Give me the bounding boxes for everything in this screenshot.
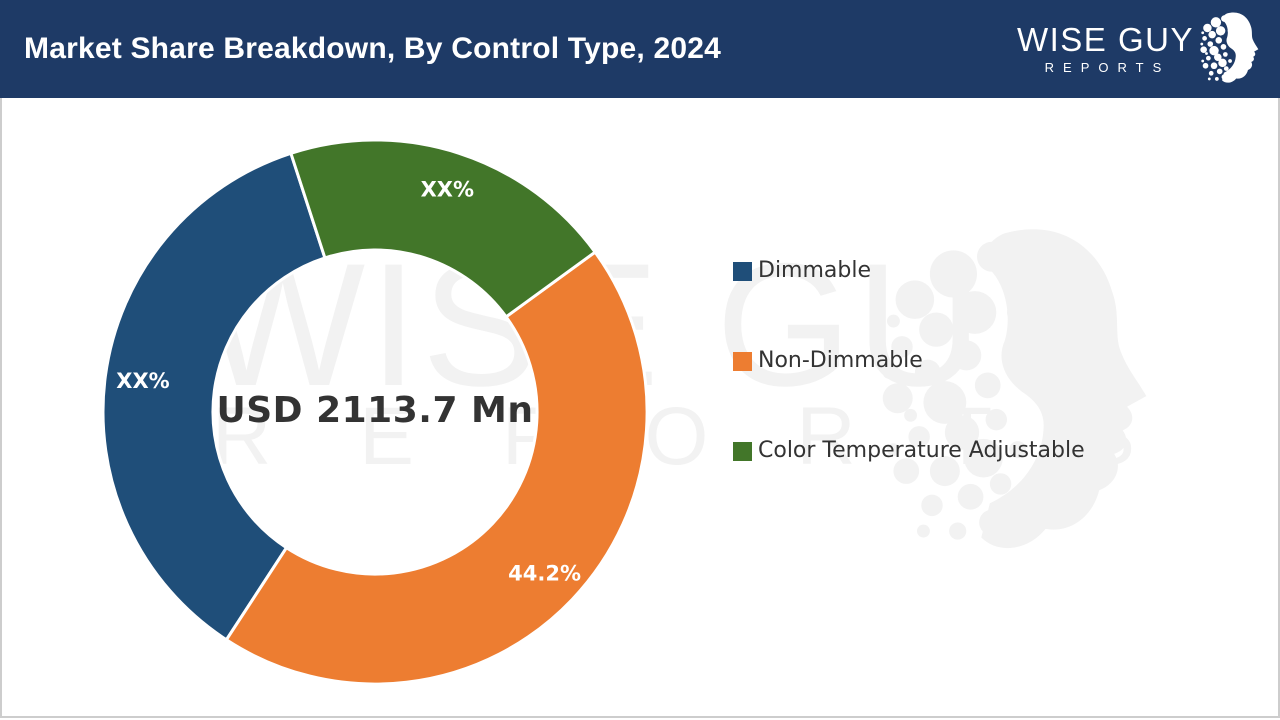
legend-label: Color Temperature Adjustable	[758, 438, 1085, 463]
pie-segment-dimmable	[101, 151, 327, 642]
legend-swatch	[733, 441, 752, 461]
pie-segment-non-dimmable	[224, 250, 649, 686]
legend-item-non-dimmable: Non-Dimmable	[733, 346, 1085, 376]
brand-name: WISE GUY	[1016, 21, 1194, 59]
brand-logo-text: WISE GUY REPORTS	[1017, 23, 1194, 75]
brand-subname: REPORTS	[1044, 59, 1171, 75]
brand-logo: WISE GUY REPORTS	[1017, 6, 1264, 92]
chart-legend: Dimmable Non-Dimmable Color Temperature …	[733, 256, 1085, 526]
brand-head-icon	[1200, 12, 1259, 83]
header-bar: Market Share Breakdown, By Control Type,…	[0, 0, 1280, 98]
page-title: Market Share Breakdown, By Control Type,…	[24, 32, 721, 65]
legend-item-color-temperature-adjustable: Color Temperature Adjustable	[733, 436, 1085, 466]
pie-segment-label-non-dimmable: 44.2%	[508, 561, 581, 585]
pie-segment-color-temperature-adjustable	[289, 138, 597, 319]
pie-segment-label-dimmable: XX%	[116, 369, 169, 393]
legend-item-dimmable: Dimmable	[733, 256, 1085, 286]
legend-label: Non-Dimmable	[758, 348, 923, 373]
donut-center-value: USD 2113.7 Mn	[216, 390, 534, 431]
legend-swatch	[733, 261, 752, 281]
pie-segment-label-color-temperature-adjustable: XX%	[421, 178, 474, 202]
legend-swatch	[733, 351, 752, 371]
legend-label: Dimmable	[758, 258, 872, 283]
